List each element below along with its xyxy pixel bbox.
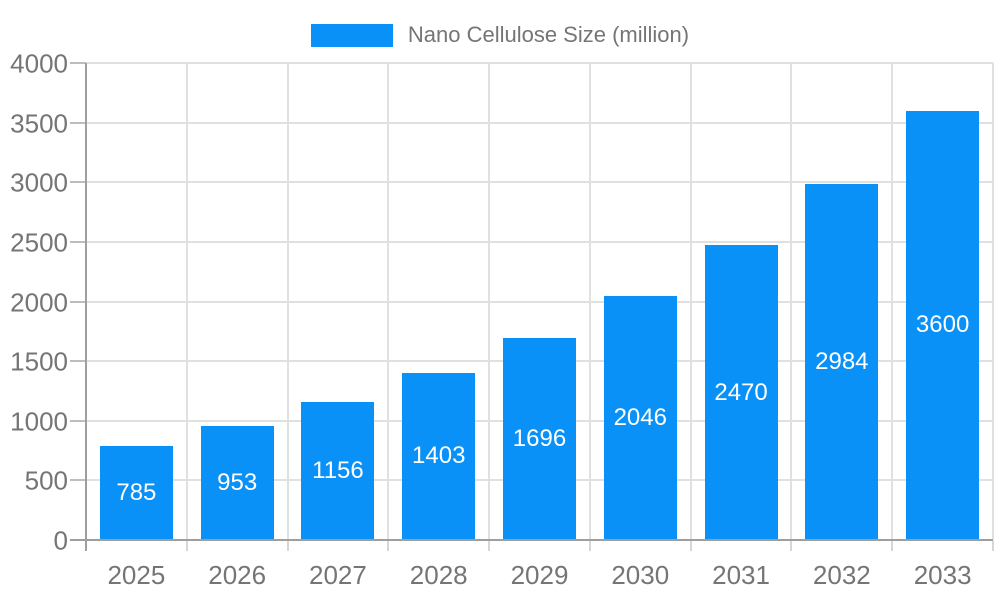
bar-value-label: 1156 — [312, 457, 364, 485]
bar[interactable] — [503, 337, 576, 540]
x-axis-tick — [891, 541, 894, 551]
gridline-vertical — [992, 63, 994, 540]
bar[interactable] — [704, 245, 778, 540]
x-axis-tick-label: 2028 — [409, 560, 468, 590]
y-axis-tick — [70, 300, 86, 303]
y-axis-tick — [70, 121, 86, 124]
gridline-horizontal — [86, 181, 993, 184]
x-axis-tick — [992, 541, 994, 551]
y-axis-tick — [70, 419, 86, 422]
bar-value-label: 953 — [217, 469, 258, 497]
x-axis-tick-label: 2029 — [510, 560, 569, 590]
x-axis-tick — [689, 541, 692, 551]
gridline-vertical — [588, 63, 591, 540]
gridline-vertical — [185, 63, 188, 540]
bar-value-label: 2046 — [613, 404, 667, 431]
y-axis-tick — [70, 62, 86, 64]
y-axis-tick-label: 4000 — [10, 48, 68, 79]
gridline-horizontal — [86, 121, 993, 124]
x-axis-tick-label: 2032 — [812, 560, 871, 590]
x-axis-tick — [387, 541, 390, 551]
y-axis-tick — [70, 360, 86, 363]
bar[interactable] — [402, 372, 476, 540]
y-axis-tick-label: 2000 — [10, 287, 68, 317]
bar-value-label: 1403 — [412, 442, 466, 470]
gridline-horizontal — [86, 240, 993, 243]
bar[interactable] — [603, 296, 677, 540]
x-axis-tick-label: 2026 — [208, 560, 267, 590]
bar[interactable] — [301, 402, 375, 540]
x-axis-tick — [286, 541, 289, 551]
y-axis-tick-label: 0 — [53, 525, 68, 556]
y-axis-line — [85, 63, 87, 551]
bar-value-label: 1696 — [512, 424, 567, 452]
gridline-vertical — [286, 63, 289, 540]
bar[interactable] — [99, 446, 173, 540]
y-axis-tick-label: 3000 — [10, 167, 68, 198]
x-axis-tick-label: 2027 — [309, 560, 367, 590]
bar[interactable] — [200, 426, 274, 540]
y-axis-tick-label: 1500 — [10, 346, 68, 377]
gridline-horizontal — [86, 62, 993, 64]
x-axis-tick-label: 2031 — [712, 560, 770, 590]
x-axis-tick — [790, 541, 793, 551]
x-axis-tick — [588, 541, 591, 551]
gridline-vertical — [387, 63, 390, 540]
bar[interactable] — [805, 184, 879, 540]
x-axis-tick — [185, 541, 188, 551]
y-axis-tick-label: 2500 — [10, 227, 68, 258]
gridline-vertical — [689, 63, 692, 540]
y-axis-tick — [70, 240, 86, 243]
gridline-horizontal — [86, 300, 993, 303]
bar-value-label: 785 — [116, 479, 157, 507]
x-axis-tick-label: 2030 — [611, 560, 670, 590]
gridline-vertical — [891, 63, 894, 540]
x-axis-tick — [488, 541, 491, 551]
legend-swatch-icon — [310, 23, 393, 47]
bar-value-label: 2470 — [714, 378, 768, 406]
x-axis-tick-label: 2025 — [107, 560, 166, 590]
bar-value-label: 3600 — [915, 311, 970, 339]
gridline-vertical — [790, 63, 793, 540]
y-axis-tick — [70, 479, 86, 482]
bar[interactable] — [906, 110, 980, 540]
legend[interactable]: Nano Cellulose Size (million) — [0, 22, 1000, 48]
bar-value-label: 2984 — [815, 348, 869, 376]
gridline-vertical — [488, 63, 491, 540]
y-axis-tick-label: 500 — [24, 465, 68, 496]
y-axis-tick-label: 1000 — [10, 406, 68, 437]
x-axis-line — [70, 539, 993, 541]
y-axis-tick — [70, 181, 86, 184]
x-axis-tick-label: 2033 — [913, 560, 972, 590]
legend-label: Nano Cellulose Size (million) — [407, 22, 690, 47]
y-axis-tick-label: 3500 — [10, 108, 68, 139]
